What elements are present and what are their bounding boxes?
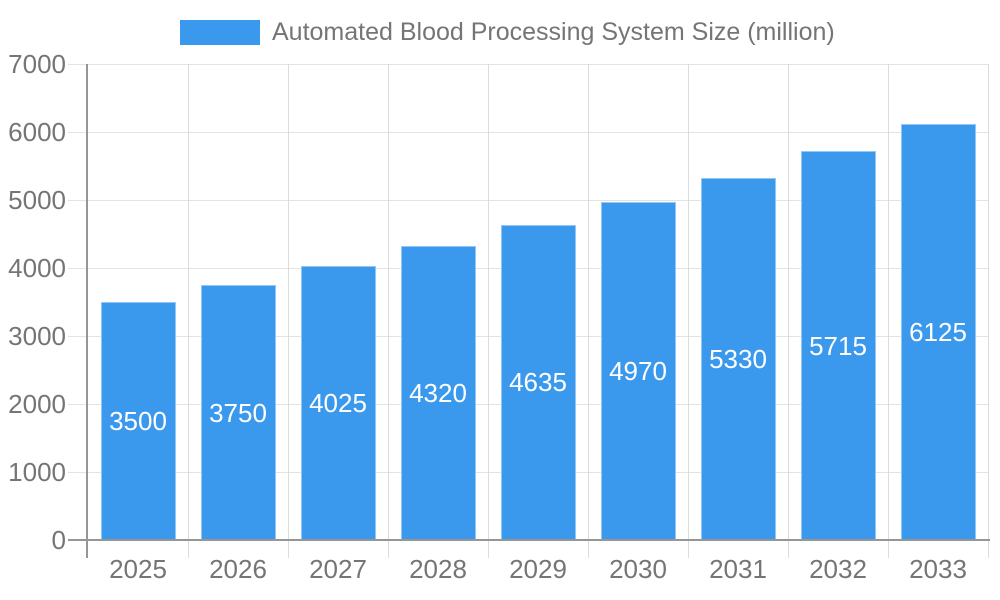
- x-axis-tick-label: 2029: [509, 554, 567, 584]
- x-axis-tick-label: 2025: [109, 554, 167, 584]
- bar: [400, 246, 476, 540]
- v-gridline: [687, 64, 689, 558]
- bar-value-label: 4320: [409, 378, 467, 409]
- bar-value-label: 3500: [109, 406, 167, 436]
- v-gridline: [887, 64, 889, 558]
- y-axis-tick-label: 1000: [8, 457, 66, 487]
- v-gridline: [287, 64, 289, 558]
- bar-value-label: 4970: [609, 356, 667, 387]
- bar: [500, 224, 576, 540]
- x-axis-tick-label: 2032: [809, 554, 867, 584]
- x-axis-tick-label: 2027: [309, 554, 367, 584]
- y-axis-tick-label: 4000: [8, 253, 66, 283]
- x-axis-tick-label: 2030: [609, 554, 667, 584]
- v-gridline: [587, 64, 589, 558]
- v-gridline: [487, 64, 489, 558]
- bar: [200, 285, 276, 540]
- x-axis-tick-label: 2028: [409, 554, 467, 584]
- chart-legend: Automated Blood Processing System Size (…: [180, 20, 835, 45]
- v-gridline: [787, 64, 789, 558]
- y-axis-tick-label: 2000: [8, 389, 66, 419]
- v-gridline: [187, 64, 189, 558]
- bar-value-label: 5330: [709, 343, 767, 374]
- h-gridline: [68, 63, 988, 65]
- legend-swatch: [180, 20, 260, 45]
- legend-label: Automated Blood Processing System Size (…: [272, 18, 835, 46]
- bar: [600, 202, 676, 540]
- x-axis-line: [68, 539, 990, 541]
- h-gridline: [68, 131, 988, 133]
- bar-value-label: 4635: [509, 367, 567, 398]
- y-axis-tick-label: 3000: [8, 321, 66, 351]
- bar: [700, 177, 776, 540]
- y-axis-tick-label: 7000: [8, 49, 66, 79]
- bar: [100, 302, 176, 540]
- x-axis-tick-label: 2033: [909, 554, 967, 584]
- y-axis-tick-label: 0: [51, 525, 66, 555]
- bar: [800, 151, 876, 540]
- v-gridline: [987, 64, 989, 558]
- x-axis-tick-label: 2031: [709, 554, 767, 584]
- bar: [900, 123, 976, 540]
- x-axis-tick-label: 2026: [209, 554, 267, 584]
- bar-value-label: 6125: [909, 316, 967, 347]
- v-gridline: [387, 64, 389, 558]
- y-axis-tick-label: 5000: [8, 185, 66, 215]
- h-gridline: [68, 199, 988, 201]
- bar-value-label: 4025: [309, 388, 367, 419]
- y-axis-line: [86, 64, 88, 558]
- bar: [300, 266, 376, 540]
- y-axis-tick-label: 6000: [8, 117, 66, 147]
- bar-value-label: 3750: [209, 397, 267, 428]
- bar-value-label: 5715: [809, 330, 867, 361]
